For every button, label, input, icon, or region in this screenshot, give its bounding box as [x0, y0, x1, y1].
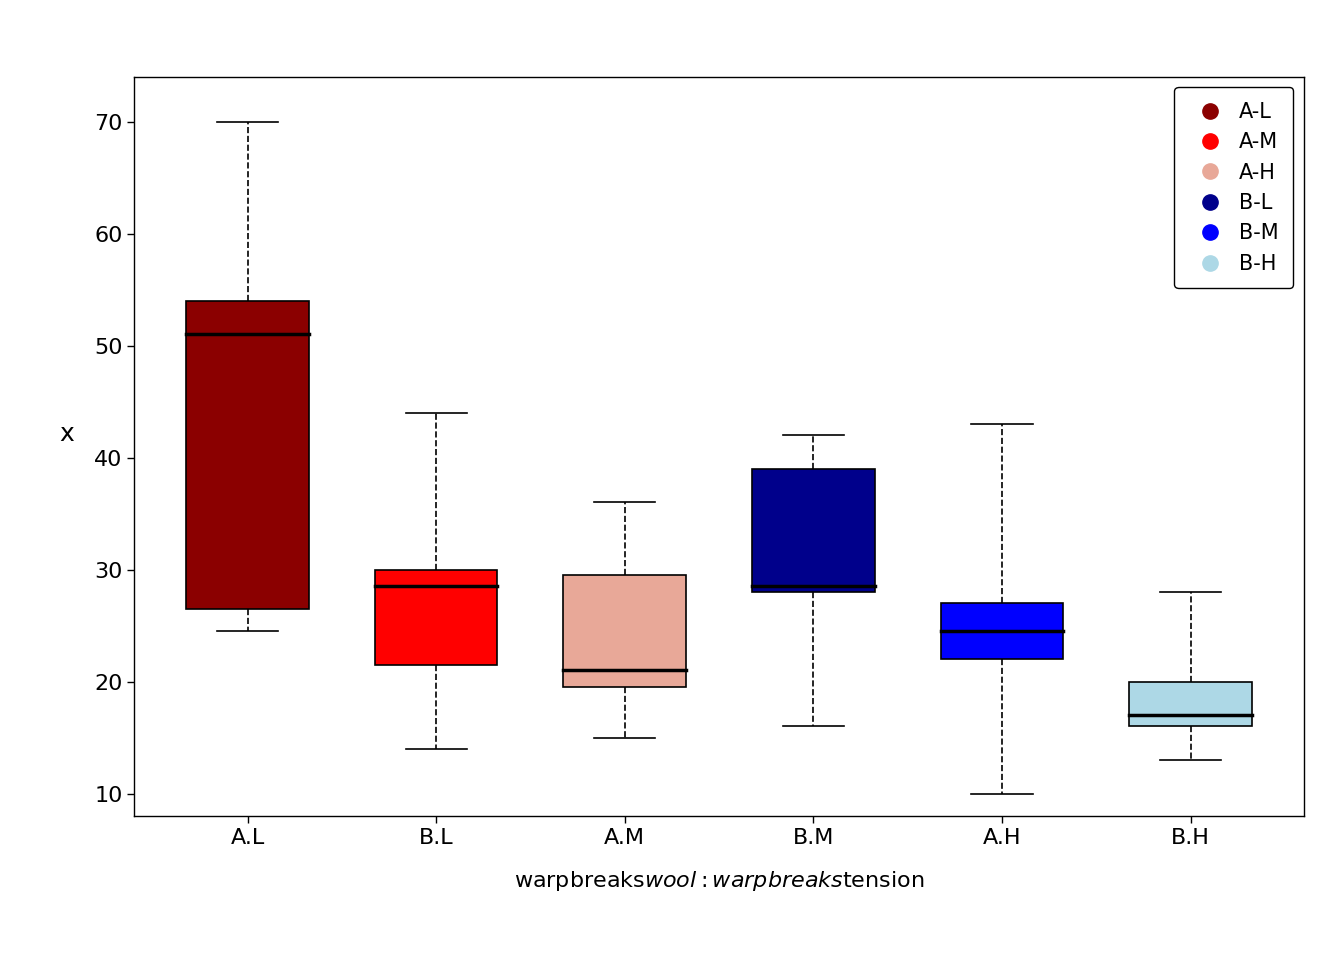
Bar	[187, 300, 309, 609]
Legend: A-L, A-M, A-H, B-L, B-M, B-H: A-L, A-M, A-H, B-L, B-M, B-H	[1175, 87, 1293, 288]
Y-axis label: x: x	[59, 422, 74, 446]
Bar	[941, 603, 1063, 660]
Bar	[375, 569, 497, 664]
Bar	[1129, 682, 1251, 727]
X-axis label: warpbreaks$wool : warpbreaks$tension: warpbreaks$wool : warpbreaks$tension	[513, 869, 925, 893]
Bar	[753, 468, 875, 592]
Bar	[563, 575, 685, 687]
